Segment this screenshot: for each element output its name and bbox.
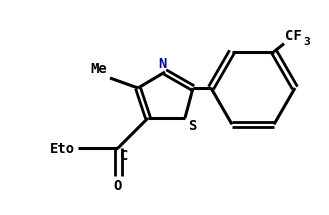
Text: O: O <box>114 179 122 193</box>
Text: N: N <box>158 57 166 71</box>
Text: C: C <box>120 149 128 163</box>
Text: Eto: Eto <box>50 142 75 156</box>
Text: Me: Me <box>90 62 107 76</box>
Text: 3: 3 <box>303 37 310 47</box>
Text: CF: CF <box>285 29 302 43</box>
Text: S: S <box>188 119 196 133</box>
